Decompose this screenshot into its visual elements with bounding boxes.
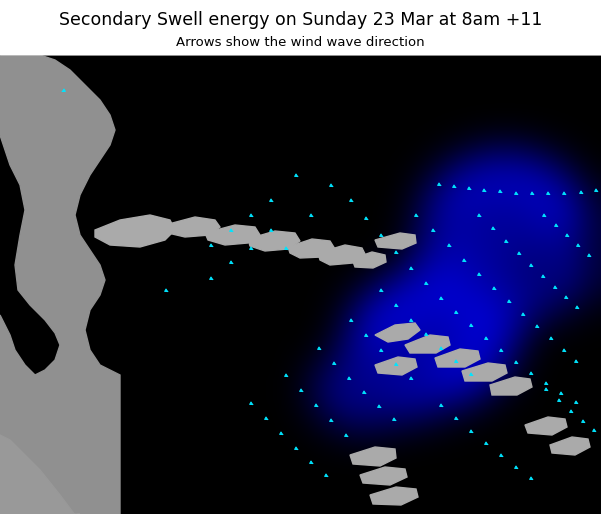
Text: Secondary Swell energy on Sunday 23 Mar at 8am +11: Secondary Swell energy on Sunday 23 Mar … (59, 11, 542, 29)
Text: Arrows show the wind wave direction: Arrows show the wind wave direction (176, 35, 425, 48)
